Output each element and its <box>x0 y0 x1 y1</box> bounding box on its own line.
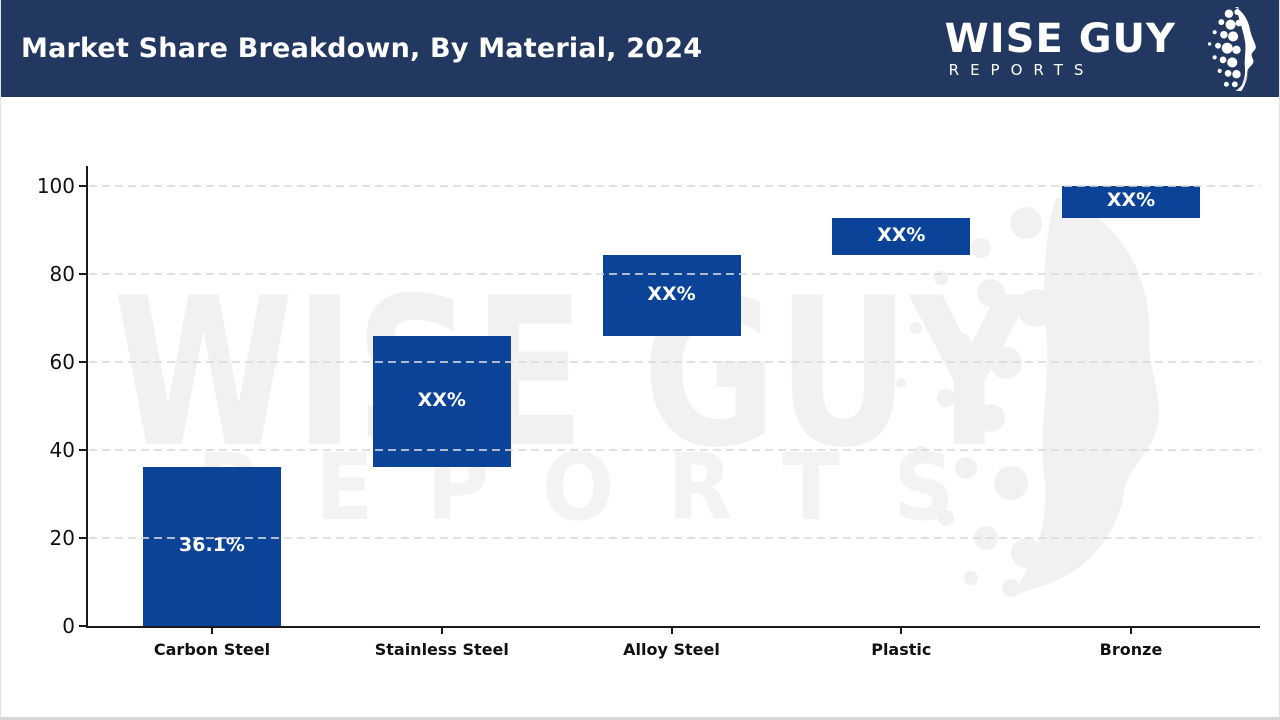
y-tick-mark <box>79 448 87 451</box>
y-tick-label: 60 <box>49 349 75 374</box>
x-tick-mark <box>900 627 903 634</box>
page-title: Market Share Breakdown, By Material, 202… <box>21 33 703 64</box>
bar-value-label: XX% <box>647 282 696 305</box>
y-axis-line <box>86 166 88 628</box>
x-tick-mark <box>440 627 443 634</box>
watermark-head-icon <box>896 198 1160 597</box>
x-axis-label: Plastic <box>871 640 932 659</box>
y-tick-mark <box>79 536 87 539</box>
y-tick-mark <box>79 184 87 187</box>
y-tick-mark <box>79 272 87 275</box>
bar-value-label: XX% <box>417 388 466 411</box>
bar <box>143 467 281 626</box>
x-tick-mark <box>211 627 213 634</box>
gridline <box>89 448 1260 451</box>
gridline <box>89 272 1260 275</box>
y-tick-label: 40 <box>49 437 75 462</box>
y-tick-label: 20 <box>49 525 75 550</box>
bar <box>372 336 511 467</box>
logo-subtitle: REPORTS <box>948 61 1095 79</box>
x-axis-label: Alloy Steel <box>623 640 720 659</box>
y-tick-label: 0 <box>62 614 75 638</box>
y-tick-label: 80 <box>49 261 75 286</box>
header-bar: Market Share Breakdown, By Material, 202… <box>1 0 1279 97</box>
bar-value-label: XX% <box>1106 188 1156 211</box>
x-axis-label: Carbon Steel <box>153 640 271 659</box>
x-axis-label: Bronze <box>1099 640 1163 659</box>
x-tick-mark <box>1130 627 1132 634</box>
bar-value-label: XX% <box>877 223 926 246</box>
logo-text: WISE GUY REPORTS <box>945 19 1176 78</box>
y-tick-mark <box>79 360 87 363</box>
x-tick-mark <box>670 627 673 634</box>
bar <box>832 218 971 256</box>
x-axis-label: Stainless Steel <box>374 640 509 659</box>
watermark-text-line1: WISE GUY <box>113 255 1029 493</box>
watermark-text-line2: REPORTS <box>197 434 1008 541</box>
logo-head-icon <box>1207 6 1256 91</box>
bar-value-label: 36.1% <box>179 533 245 556</box>
logo-wordmark: WISE GUY <box>944 16 1176 62</box>
gridline <box>89 360 1260 363</box>
x-axis-line <box>86 626 1260 628</box>
gridline <box>89 184 1260 187</box>
bar <box>602 255 741 337</box>
wise-guy-reports-logo: WISE GUY REPORTS <box>945 6 1266 91</box>
gridline <box>89 536 1260 539</box>
y-tick-mark <box>79 625 87 627</box>
bar <box>1062 185 1200 219</box>
y-tick-label: 100 <box>36 173 75 198</box>
